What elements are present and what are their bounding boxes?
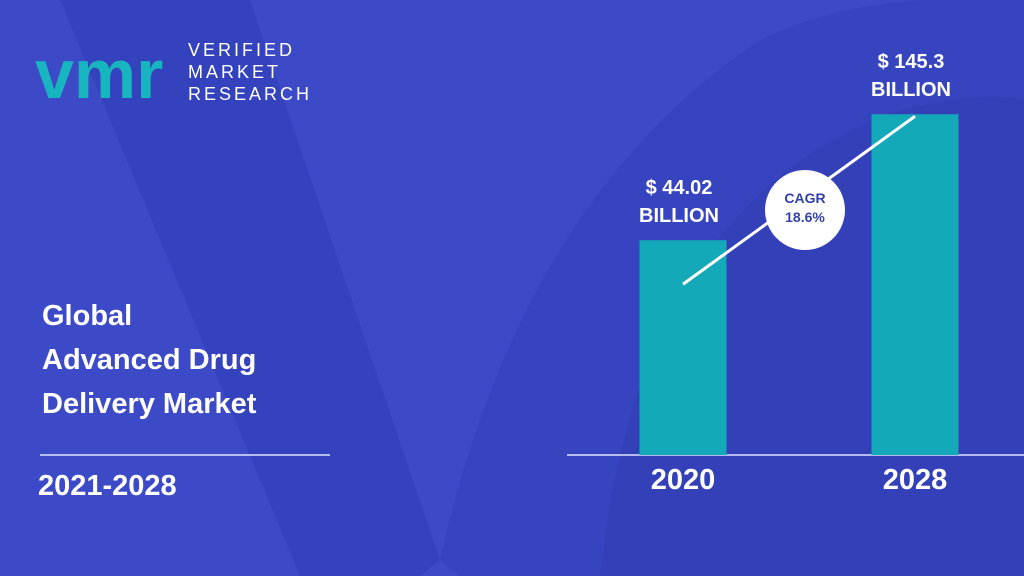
bar bbox=[871, 114, 959, 456]
x-tick-label: 2028 bbox=[882, 464, 948, 496]
x-tick-label: 2020 bbox=[650, 464, 716, 496]
value-label: $ 44.02 BILLION bbox=[639, 177, 719, 228]
bar bbox=[639, 240, 727, 455]
cagr-label: CAGR bbox=[784, 190, 825, 206]
logo-mark: vmr bbox=[35, 35, 163, 113]
cagr-badge bbox=[765, 170, 845, 250]
period: 2021-2028 bbox=[38, 470, 177, 502]
title-line: Delivery Market bbox=[42, 388, 257, 420]
background-v-left bbox=[60, 0, 440, 576]
logo-text: RESEARCH bbox=[188, 84, 313, 104]
logo-text: MARKET bbox=[188, 62, 282, 82]
value-label: $ 145.3 BILLION bbox=[871, 51, 951, 102]
title-line: Advanced Drug bbox=[42, 344, 257, 376]
title-line: Global bbox=[42, 300, 133, 332]
title: Global Advanced Drug Delivery Market bbox=[42, 294, 256, 426]
cagr-value: 18.6% bbox=[785, 209, 825, 225]
logo-text: VERIFIED bbox=[188, 40, 296, 60]
